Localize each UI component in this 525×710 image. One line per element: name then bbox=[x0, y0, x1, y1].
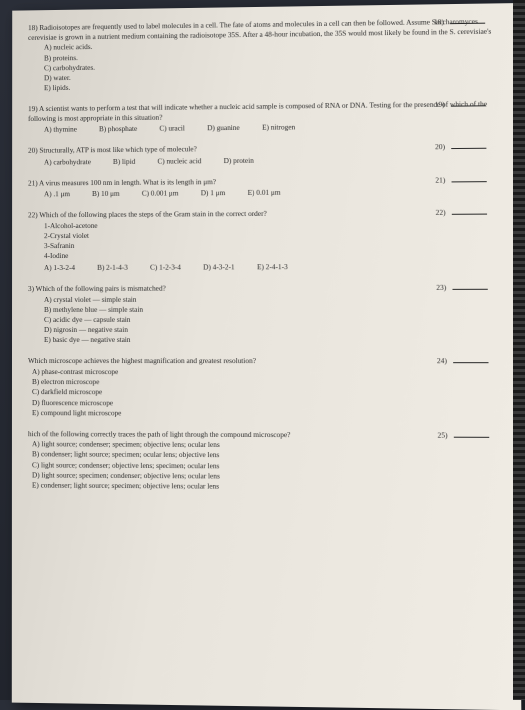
question-24: Which microscope achieves the highest ma… bbox=[28, 357, 495, 420]
q25-opt-e: E) condenser; light source; specimen; ob… bbox=[32, 482, 496, 495]
q23-opt-a: A) crystal violet — simple stain bbox=[44, 294, 494, 305]
notebook-binding bbox=[513, 0, 525, 700]
q19-options: A) thymine B) phosphate C) uracil D) gua… bbox=[44, 122, 492, 136]
q21-opt-e: E) 0.01 μm bbox=[248, 189, 281, 199]
q24-opt-e: E) compound light microscope bbox=[32, 409, 495, 420]
q22-opt-d: D) 4-3-2-1 bbox=[203, 263, 234, 273]
q25-options: A) light source; condenser; specimen; ob… bbox=[32, 440, 496, 494]
q21-opt-c: C) 0.001 μm bbox=[142, 190, 179, 200]
q21-opt-d: D) 1 μm bbox=[201, 189, 226, 199]
q24-opt-a: A) phase-contrast microscope bbox=[32, 368, 495, 378]
q19-opt-c: C) uracil bbox=[159, 125, 185, 135]
q22-opt-e: E) 2-4-1-3 bbox=[257, 263, 288, 273]
q22-opt-a: A) 1-3-2-4 bbox=[44, 264, 75, 274]
q23-opt-c: C) acidic dye — capsule stain bbox=[44, 315, 494, 325]
q22-step-4: 4-Iodine bbox=[44, 251, 494, 263]
q20-opt-a: A) carbohydrate bbox=[44, 158, 91, 168]
question-20: 20) Structurally, ATP is most like which… bbox=[28, 143, 493, 168]
q22-steps: 1-Alcohol-acetone 2-Crystal violet 3-Saf… bbox=[44, 219, 494, 262]
question-19: 19) A scientist wants to perform a test … bbox=[28, 100, 492, 136]
q24-text: Which microscope achieves the highest ma… bbox=[28, 357, 495, 367]
question-23: 3) Which of the following pairs is misma… bbox=[28, 284, 495, 347]
q24-opt-c: C) darkfield microscope bbox=[32, 388, 495, 399]
q24-options: A) phase-contrast microscope B) electron… bbox=[32, 368, 495, 420]
question-25: hich of the following correctly traces t… bbox=[28, 430, 496, 494]
q21-opt-a: A) .1 μm bbox=[44, 191, 70, 201]
q21-options: A) .1 μm B) 10 μm C) 0.001 μm D) 1 μm E)… bbox=[44, 188, 493, 201]
q23-blank: 23) bbox=[436, 284, 488, 294]
q25-text: hich of the following correctly traces t… bbox=[28, 430, 496, 442]
q19-opt-a: A) thymine bbox=[44, 126, 77, 136]
q21-blank: 21) bbox=[435, 176, 486, 186]
question-18: 18) Radioisotopes are frequently used to… bbox=[28, 18, 492, 95]
q21-text: 21) A virus measures 100 nm in length. W… bbox=[28, 176, 493, 189]
q19-blank: 19) bbox=[435, 100, 486, 110]
q24-opt-d: D) fluorescence microscope bbox=[32, 399, 495, 410]
q20-options: A) carbohydrate B) lipid C) nucleic acid… bbox=[44, 155, 493, 168]
q19-opt-e: E) nitrogen bbox=[262, 124, 295, 134]
q20-opt-c: C) nucleic acid bbox=[157, 157, 201, 167]
q23-opt-d: D) nigrosin — negative stain bbox=[44, 326, 494, 336]
q19-opt-b: B) phosphate bbox=[99, 125, 137, 135]
q19-text: 19) A scientist wants to perform a test … bbox=[28, 100, 492, 124]
question-21: 21) A virus measures 100 nm in length. W… bbox=[28, 176, 493, 201]
q20-opt-b: B) lipid bbox=[113, 158, 135, 168]
q25-blank: 25) bbox=[438, 431, 490, 441]
q23-options: A) crystal violet — simple stain B) meth… bbox=[44, 294, 495, 346]
q22-opt-c: C) 1-2-3-4 bbox=[150, 264, 181, 274]
q19-opt-d: D) guanine bbox=[207, 124, 240, 134]
question-22: 22) Which of the following places the st… bbox=[28, 209, 494, 274]
q20-blank: 20) bbox=[435, 143, 486, 153]
q22-blank: 22) bbox=[436, 209, 487, 219]
q18-options: A) nucleic acids. B) proteins. C) carboh… bbox=[44, 38, 492, 94]
q20-opt-d: D) protein bbox=[224, 157, 254, 167]
q23-opt-b: B) methylene blue — simple stain bbox=[44, 305, 494, 316]
q18-blank: 18) bbox=[434, 18, 485, 28]
q23-opt-e: E) basic dye — negative stain bbox=[44, 336, 495, 346]
q22-opt-b: B) 2-1-4-3 bbox=[97, 264, 128, 274]
exam-paper: 18) Radioisotopes are frequently used to… bbox=[12, 3, 522, 710]
q24-opt-b: B) electron microscope bbox=[32, 378, 495, 388]
q24-blank: 24) bbox=[437, 357, 489, 367]
q23-text: 3) Which of the following pairs is misma… bbox=[28, 284, 494, 295]
q21-opt-b: B) 10 μm bbox=[92, 190, 120, 200]
q22-options: A) 1-3-2-4 B) 2-1-4-3 C) 1-2-3-4 D) 4-3-… bbox=[44, 262, 494, 273]
